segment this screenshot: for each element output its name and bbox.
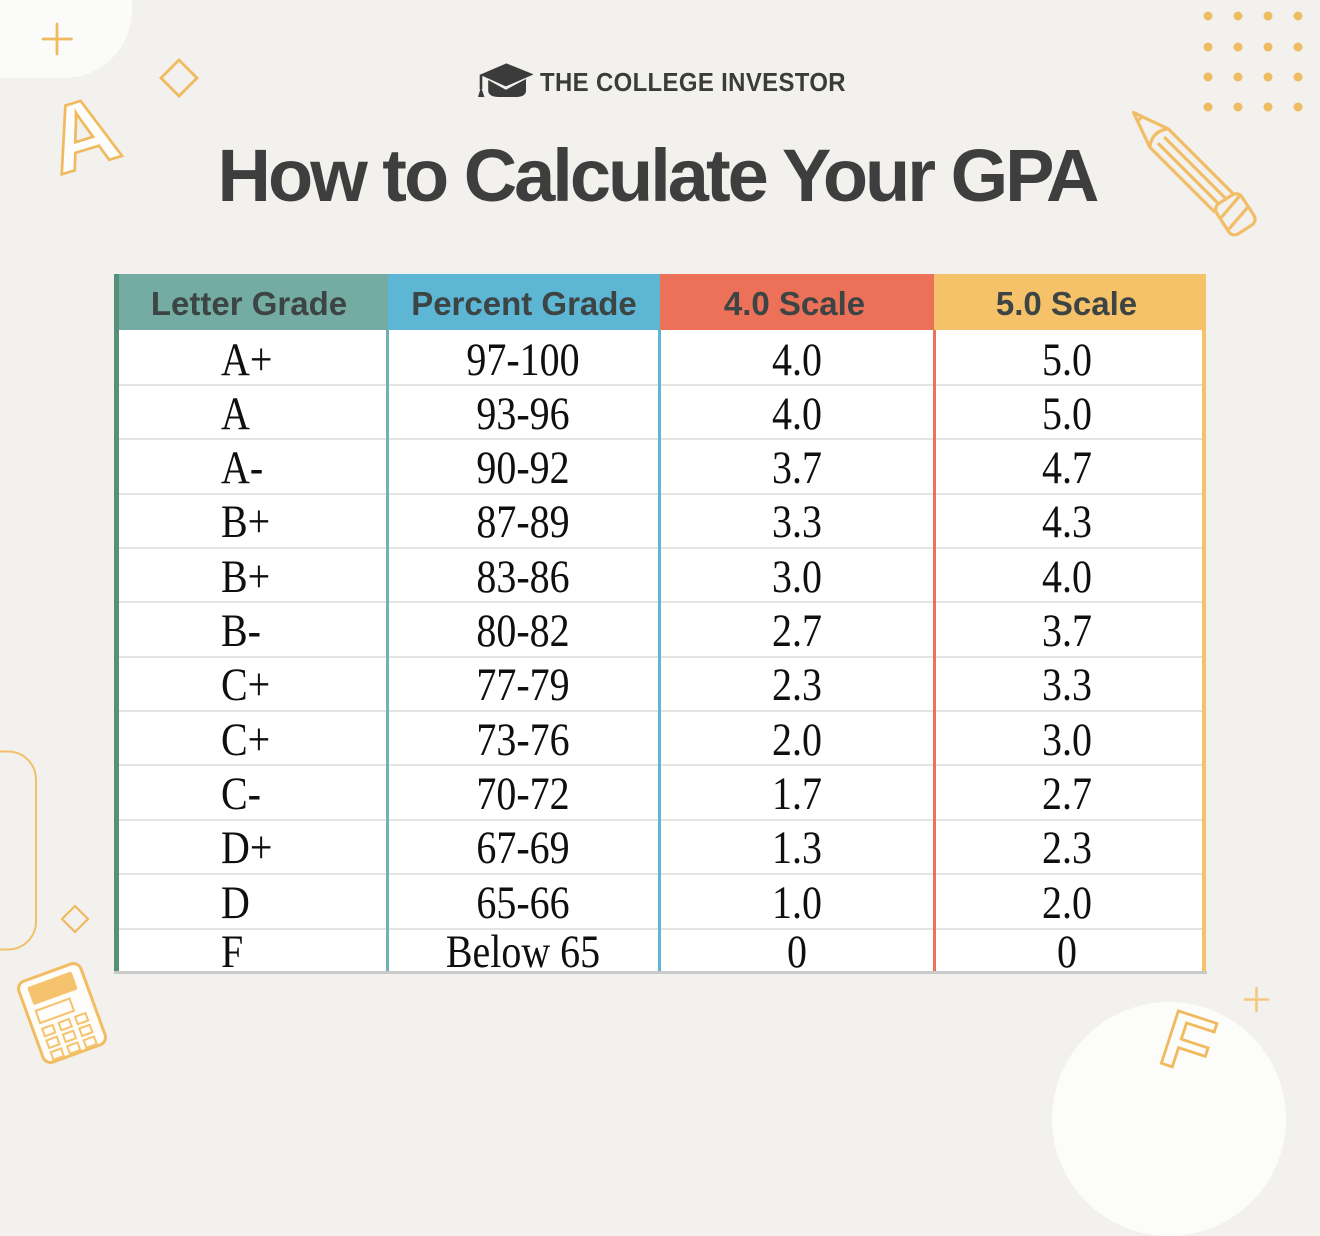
svg-text:F: F bbox=[1151, 993, 1225, 1093]
